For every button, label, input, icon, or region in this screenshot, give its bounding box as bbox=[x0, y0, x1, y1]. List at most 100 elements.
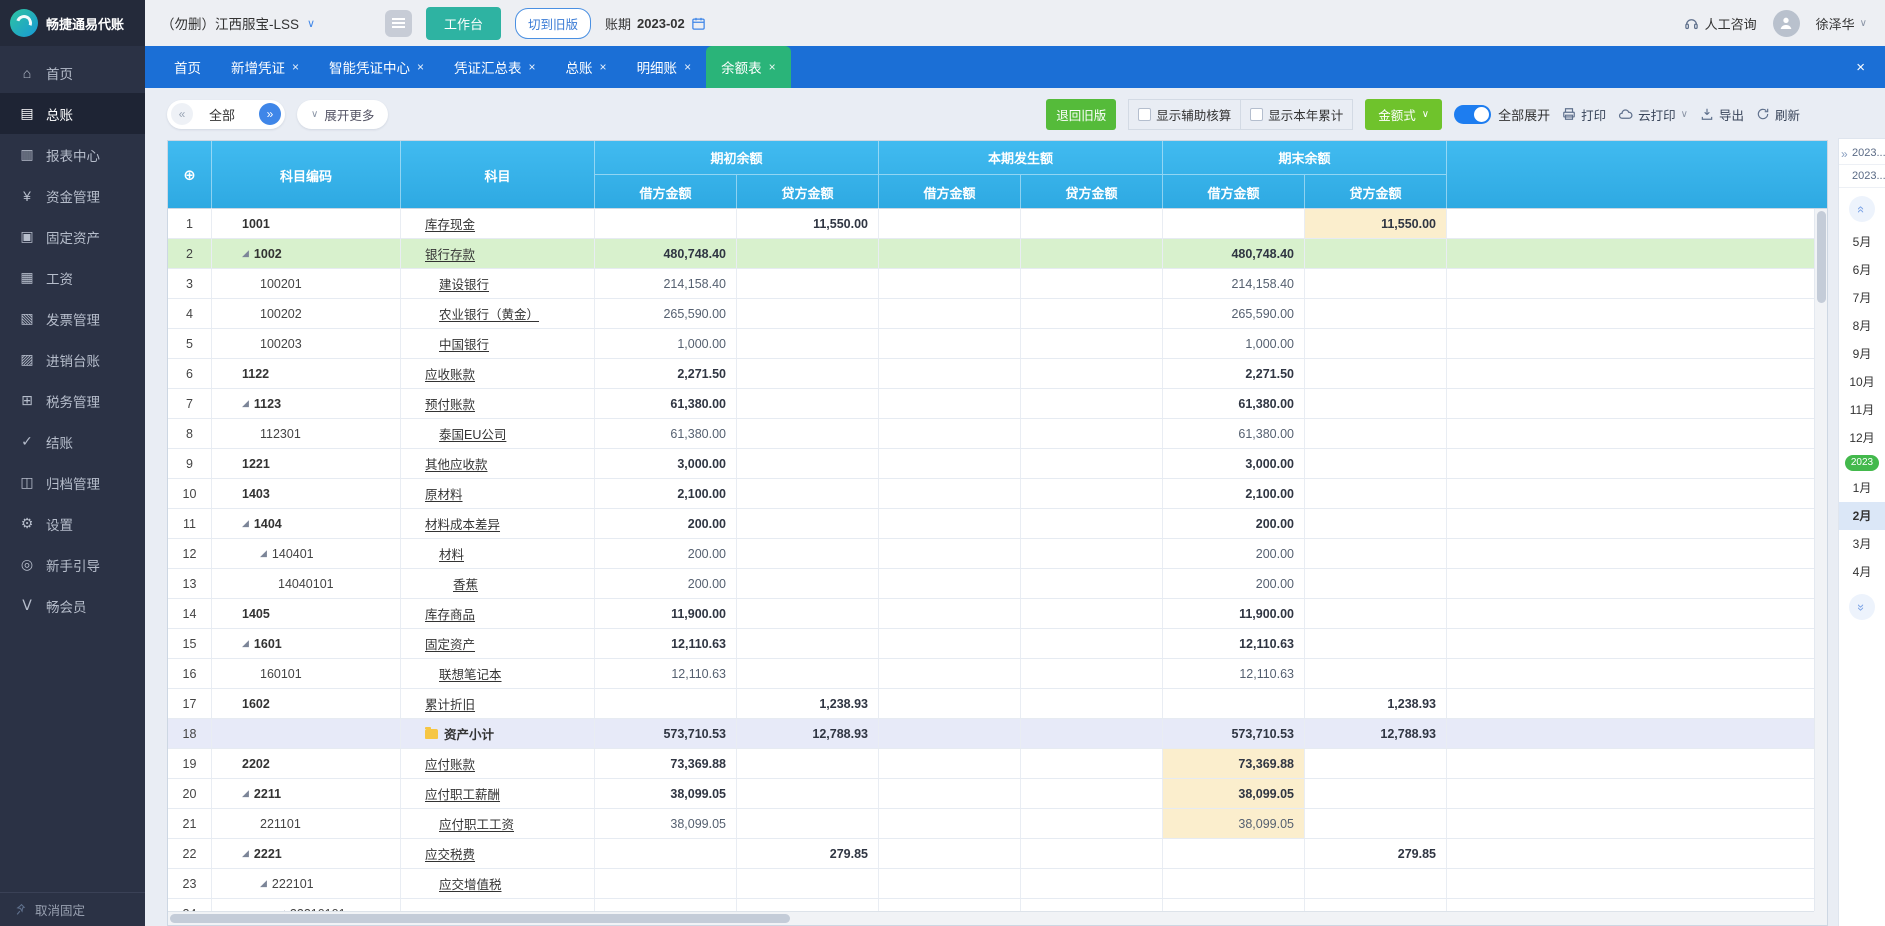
account-link[interactable]: 其他应收款 bbox=[425, 458, 488, 472]
expand-all-toggle[interactable] bbox=[1454, 104, 1492, 124]
sidebar-item-member[interactable]: Ⅴ 畅会员 bbox=[0, 585, 145, 626]
accounting-period-picker[interactable]: 账期 2023-02 bbox=[605, 14, 706, 33]
horizontal-scrollbar[interactable] bbox=[168, 911, 1814, 925]
table-row[interactable]: 2 ◢ 1002 银行存款 480,748.40 480,748.40 bbox=[168, 239, 1827, 269]
month-item[interactable]: 9月 bbox=[1852, 347, 1872, 361]
tab-close-icon[interactable]: × bbox=[599, 60, 607, 74]
amount-style-dropdown[interactable]: 金额式 ∨ bbox=[1365, 98, 1443, 130]
export-button[interactable]: 导出 bbox=[1700, 105, 1744, 124]
expand-triangle-icon[interactable]: ◢ bbox=[242, 398, 249, 408]
account-link[interactable]: 应收账款 bbox=[425, 368, 476, 382]
account-link[interactable]: 香蕉 bbox=[453, 578, 479, 592]
table-row[interactable]: 15 ◢ 1601 固定资产 12,110.63 12,110.63 bbox=[168, 629, 1827, 659]
close-tabs-icon[interactable]: × bbox=[1856, 58, 1865, 76]
refresh-button[interactable]: 刷新 bbox=[1756, 105, 1800, 124]
vertical-scrollbar[interactable] bbox=[1814, 209, 1827, 911]
tab-总账[interactable]: 总账 × bbox=[551, 46, 622, 88]
vertical-scrollbar-thumb[interactable] bbox=[1817, 211, 1826, 303]
month-item[interactable]: 12月 bbox=[1849, 431, 1875, 445]
month-item[interactable]: 10月 bbox=[1849, 375, 1875, 389]
sidebar-item-payroll[interactable]: ▦ 工资 bbox=[0, 257, 145, 298]
table-row[interactable]: 1 1001 库存现金 11,550.00 11,550.00 bbox=[168, 209, 1827, 239]
account-link[interactable]: 材料 bbox=[439, 548, 465, 562]
show-ytd-checkbox[interactable]: 显示本年累计 bbox=[1240, 98, 1354, 130]
scroll-down-button[interactable]: » bbox=[1849, 594, 1875, 620]
month-item[interactable]: 11月 bbox=[1849, 403, 1875, 417]
tab-明细账[interactable]: 明细账 × bbox=[622, 46, 707, 88]
table-row[interactable]: 3 100201 建设银行 214,158.40 214,158.40 bbox=[168, 269, 1827, 299]
table-row[interactable]: 9 1221 其他应收款 3,000.00 3,000.00 bbox=[168, 449, 1827, 479]
sidebar-item-tax[interactable]: ⊞ 税务管理 bbox=[0, 380, 145, 421]
table-row[interactable]: 7 ◢ 1123 预付账款 61,380.00 61,380.00 bbox=[168, 389, 1827, 419]
month-item[interactable]: 1月 bbox=[1852, 481, 1872, 495]
table-row[interactable]: 20 ◢ 2211 应付职工薪酬 38,099.05 38,099.05 bbox=[168, 779, 1827, 809]
sidebar-item-funds[interactable]: ¥ 资金管理 bbox=[0, 175, 145, 216]
sidebar-item-home[interactable]: ⌂ 首页 bbox=[0, 52, 145, 93]
table-row[interactable]: 12 ◢ 140401 材料 200.00 200.00 bbox=[168, 539, 1827, 569]
month-item[interactable]: 6月 bbox=[1852, 263, 1872, 277]
clipped-year-item[interactable]: 2023... bbox=[1839, 142, 1885, 165]
support-link[interactable]: 人工咨询 bbox=[1684, 14, 1757, 33]
table-row[interactable]: 17 1602 累计折旧 1,238.93 1,238.93 bbox=[168, 689, 1827, 719]
journal-button[interactable] bbox=[385, 9, 412, 37]
table-row[interactable]: 18 资产小计 573,710.53 12,788.93 573,710.53 12,78… bbox=[168, 719, 1827, 749]
account-link[interactable]: 应交增值税 bbox=[439, 878, 502, 892]
table-row[interactable]: 5 100203 中国银行 1,000.00 1,000.00 bbox=[168, 329, 1827, 359]
table-row[interactable]: 8 112301 泰国EU公司 61,380.00 61,380.00 bbox=[168, 419, 1827, 449]
expand-triangle-icon[interactable]: ◢ bbox=[242, 248, 249, 258]
month-item[interactable]: 2月 bbox=[1839, 502, 1885, 530]
account-link[interactable]: 建设银行 bbox=[439, 278, 490, 292]
account-link[interactable]: 农业银行（黄金） bbox=[439, 308, 540, 322]
print-button[interactable]: 打印 bbox=[1562, 105, 1606, 124]
account-link[interactable]: 累计折旧 bbox=[425, 698, 476, 712]
company-selector[interactable]: （勿删）江西服宝-LSS ∨ bbox=[161, 13, 371, 33]
sidebar-item-invoice[interactable]: ▧ 发票管理 bbox=[0, 298, 145, 339]
sidebar-item-report[interactable]: ▥ 报表中心 bbox=[0, 134, 145, 175]
account-link[interactable]: 联想笔记本 bbox=[439, 668, 502, 682]
sidebar-item-archive[interactable]: ◫ 归档管理 bbox=[0, 462, 145, 503]
month-item[interactable]: 5月 bbox=[1852, 235, 1872, 249]
sidebar-item-closing[interactable]: ✓ 结账 bbox=[0, 421, 145, 462]
month-item[interactable]: 8月 bbox=[1852, 319, 1872, 333]
tab-余额表[interactable]: 余额表 × bbox=[706, 46, 791, 88]
tab-close-icon[interactable]: × bbox=[292, 60, 300, 74]
account-link[interactable]: 应付职工工资 bbox=[439, 818, 515, 832]
table-row[interactable]: 10 1403 原材料 2,100.00 2,100.00 bbox=[168, 479, 1827, 509]
account-link[interactable]: 库存商品 bbox=[425, 608, 476, 622]
scroll-up-button[interactable]: « bbox=[1849, 196, 1875, 222]
account-link[interactable]: 资产小计 bbox=[444, 728, 495, 742]
unpin-sidebar-button[interactable]: 取消固定 bbox=[0, 892, 145, 926]
account-link[interactable]: 库存现金 bbox=[425, 218, 476, 232]
table-row[interactable]: 14 1405 库存商品 11,900.00 11,900.00 bbox=[168, 599, 1827, 629]
expand-triangle-icon[interactable]: ◢ bbox=[242, 848, 249, 858]
expand-triangle-icon[interactable]: ◢ bbox=[260, 878, 267, 888]
tab-新增凭证[interactable]: 新增凭证 × bbox=[216, 46, 314, 88]
horizontal-scrollbar-thumb[interactable] bbox=[170, 914, 790, 923]
tab-close-icon[interactable]: × bbox=[768, 60, 776, 74]
account-link[interactable]: 固定资产 bbox=[425, 638, 476, 652]
expand-triangle-icon[interactable]: ◢ bbox=[242, 788, 249, 798]
table-row[interactable]: 11 ◢ 1404 材料成本差异 200.00 200.00 bbox=[168, 509, 1827, 539]
table-row[interactable]: 21 221101 应付职工工资 38,099.05 38,099.05 bbox=[168, 809, 1827, 839]
table-row[interactable]: 19 2202 应付账款 73,369.88 73,369.88 bbox=[168, 749, 1827, 779]
expand-triangle-icon[interactable]: ◢ bbox=[242, 638, 249, 648]
account-link[interactable]: 应付职工薪酬 bbox=[425, 788, 501, 802]
month-item[interactable]: 4月 bbox=[1852, 565, 1872, 579]
tab-close-icon[interactable]: × bbox=[417, 60, 425, 74]
account-link[interactable]: 中国银行 bbox=[439, 338, 490, 352]
table-row[interactable]: 16 160101 联想笔记本 12,110.63 12,110.63 bbox=[168, 659, 1827, 689]
sidebar-item-guide[interactable]: ◎ 新手引导 bbox=[0, 544, 145, 585]
expand-triangle-icon[interactable]: ◢ bbox=[242, 518, 249, 528]
table-row[interactable]: 4 100202 农业银行（黄金） 265,590.00 265,590.00 bbox=[168, 299, 1827, 329]
tab-智能凭证中心[interactable]: 智能凭证中心 × bbox=[314, 46, 439, 88]
back-to-old-version-button[interactable]: 退回旧版 bbox=[1046, 98, 1117, 130]
cloud-print-dropdown[interactable]: 云打印 ∨ bbox=[1618, 105, 1688, 124]
month-item[interactable]: 7月 bbox=[1852, 291, 1872, 305]
sidebar-item-ledger[interactable]: ▤ 总账 bbox=[0, 93, 145, 134]
account-link[interactable]: 原材料 bbox=[425, 488, 463, 502]
account-link[interactable]: 应交税费 bbox=[425, 848, 476, 862]
sidebar-item-settings[interactable]: ⚙ 设置 bbox=[0, 503, 145, 544]
tab-close-icon[interactable]: × bbox=[528, 60, 536, 74]
table-row[interactable]: 23 ◢ 222101 应交增值税 bbox=[168, 869, 1827, 899]
account-link[interactable]: 预付账款 bbox=[425, 398, 476, 412]
